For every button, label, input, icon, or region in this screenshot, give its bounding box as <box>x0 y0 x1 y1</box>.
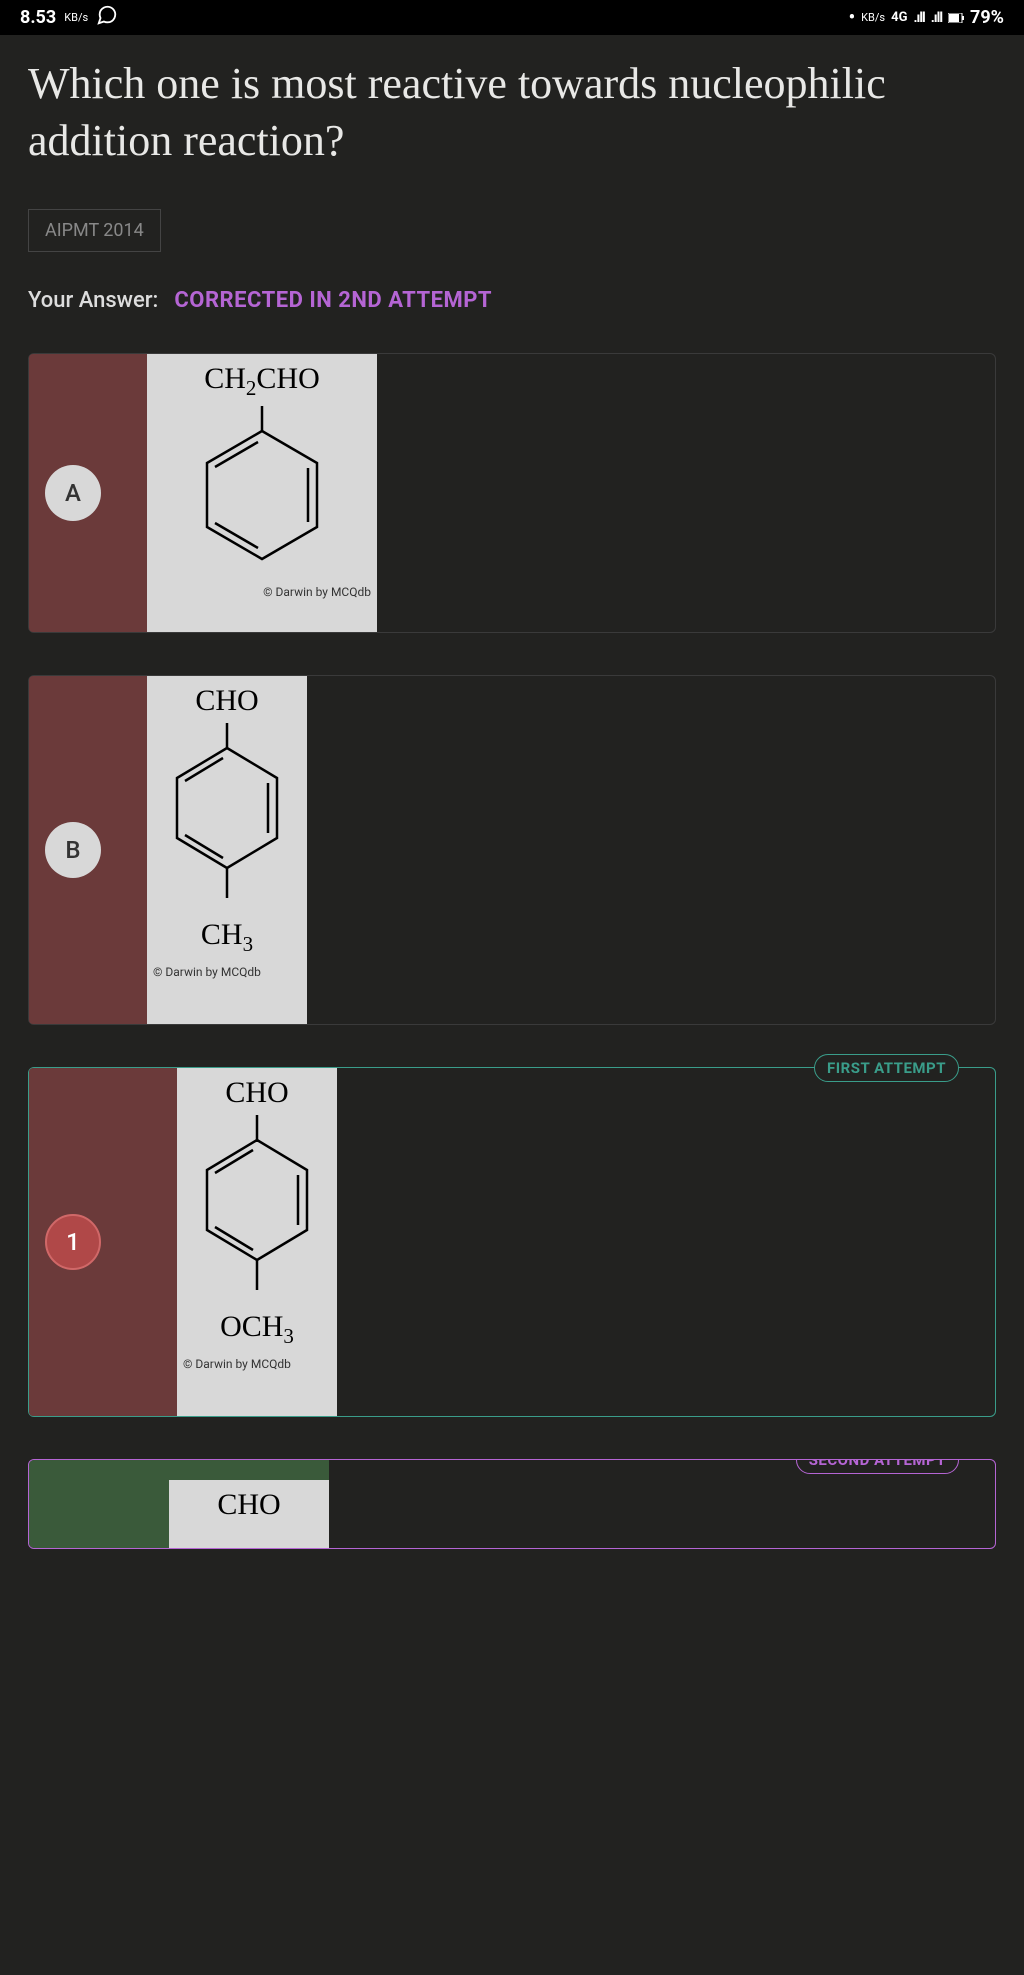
second-attempt-badge: SECOND ATTEMPT <box>796 1459 959 1474</box>
question-text: Which one is most reactive towards nucle… <box>28 55 996 169</box>
battery-icon <box>948 7 964 28</box>
option-chem-image: CHO CH3 © Darwin by MCQdb <box>147 676 307 1024</box>
chem-formula-top: CHO <box>225 1068 288 1110</box>
chem-formula-top: CH2CHO <box>204 354 320 401</box>
signal-icon-2: .ıll <box>931 10 942 26</box>
copyright-text: © Darwin by MCQdb <box>147 581 377 603</box>
option-letter: B <box>45 822 101 878</box>
status-battery: 79% <box>970 7 1004 28</box>
benzene-ring-icon <box>187 1110 327 1310</box>
status-left: 8.53 KB/s <box>20 4 118 31</box>
dot-icon: • <box>849 7 855 28</box>
chem-formula-top: CHO <box>217 1480 280 1522</box>
option-letter: 1 <box>45 1214 101 1270</box>
answer-label: Your Answer: <box>28 288 158 313</box>
status-right: • KB/s 4G .ıll .ıll 79% <box>849 7 1004 28</box>
first-attempt-badge: FIRST ATTEMPT <box>814 1054 959 1082</box>
exam-tag: AIPMT 2014 <box>28 209 161 252</box>
chat-icon <box>96 4 118 31</box>
option-a[interactable]: A CH2CHO © Darwin by MCQdb <box>28 353 996 633</box>
answer-status: CORRECTED IN 2ND ATTEMPT <box>174 288 492 313</box>
benzene-ring-icon <box>182 401 342 581</box>
option-b[interactable]: B CHO CH3 © Darwin by MCQdb <box>28 675 996 1025</box>
status-bar: 8.53 KB/s • KB/s 4G .ıll .ıll 79% <box>0 0 1024 35</box>
option-d[interactable]: SECOND ATTEMPT CHO <box>28 1459 996 1549</box>
benzene-ring-icon <box>157 718 297 918</box>
chem-formula-bottom: CH3 <box>201 918 253 961</box>
status-time: 8.53 <box>20 7 56 28</box>
signal-icon-1: .ıll <box>913 10 924 26</box>
option-chem-image: CHO <box>169 1480 329 1548</box>
option-letter: A <box>45 465 101 521</box>
option-chem-image: CHO OCH3 © Darwin by MCQdb <box>177 1068 337 1416</box>
copyright-text: © Darwin by MCQdb <box>147 961 307 983</box>
option-chem-image: CH2CHO © Darwin by MCQdb <box>147 354 377 632</box>
main-content: Which one is most reactive towards nucle… <box>0 35 1024 1975</box>
option-c[interactable]: FIRST ATTEMPT 1 CHO OCH3 © Darwin by MCQ… <box>28 1067 996 1417</box>
copyright-text: © Darwin by MCQdb <box>177 1353 337 1375</box>
chem-formula-bottom: OCH3 <box>220 1310 294 1353</box>
status-network: 4G <box>891 10 907 25</box>
answer-row: Your Answer: CORRECTED IN 2ND ATTEMPT <box>28 288 996 313</box>
status-kbs-left: KB/s <box>64 11 88 24</box>
status-kbs-right: KB/s <box>861 11 885 24</box>
chem-formula-top: CHO <box>195 676 258 718</box>
